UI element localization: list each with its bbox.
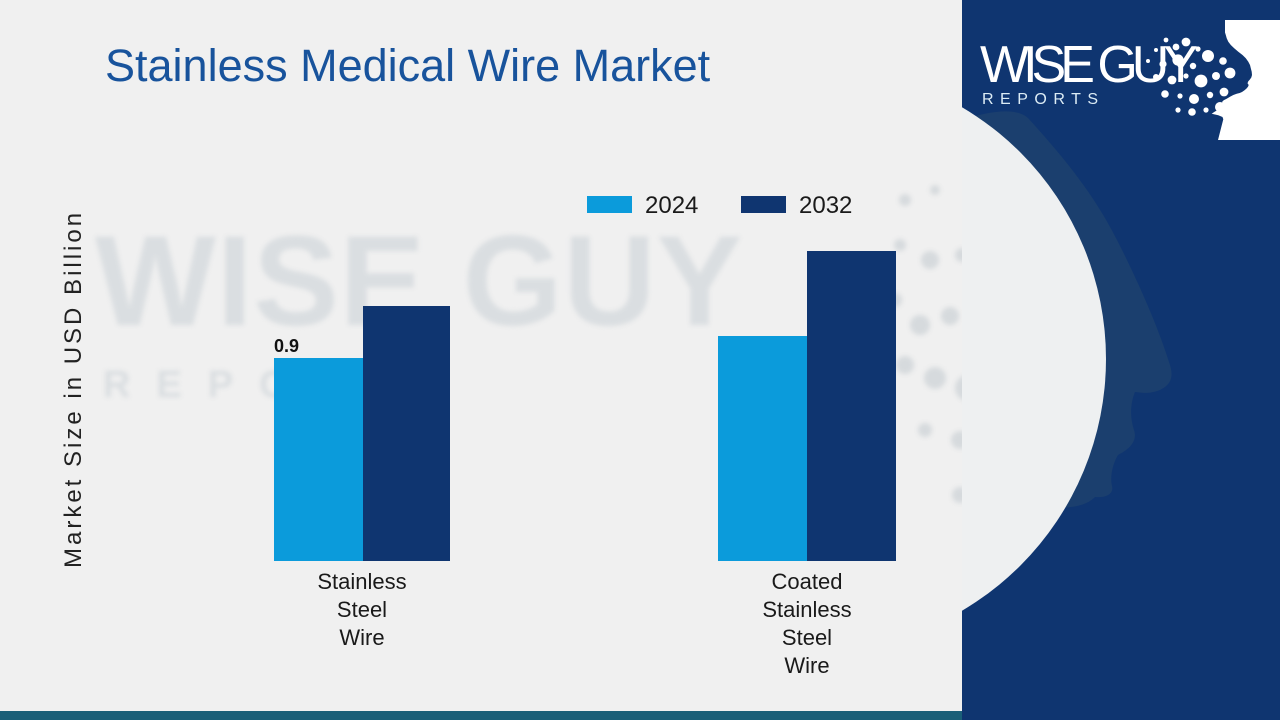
svg-text:REPORTS: REPORTS [982, 91, 1105, 108]
